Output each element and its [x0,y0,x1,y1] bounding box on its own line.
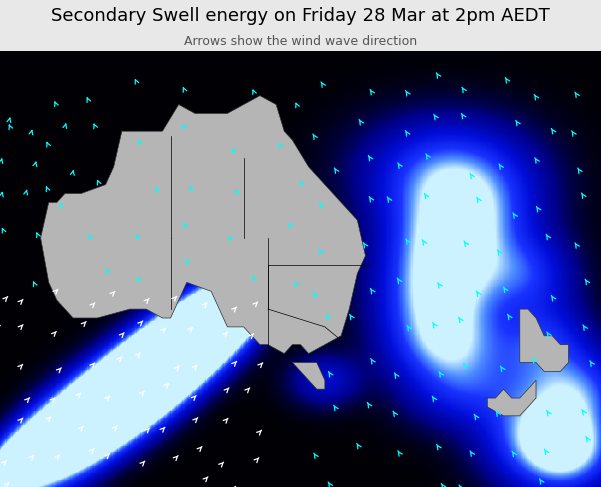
Polygon shape [292,362,325,389]
Polygon shape [487,380,536,416]
Text: Secondary Swell energy on Friday 28 Mar at 2pm AEDT: Secondary Swell energy on Friday 28 Mar … [51,7,550,25]
Polygon shape [41,95,365,354]
Polygon shape [520,309,569,372]
Text: Arrows show the wind wave direction: Arrows show the wind wave direction [184,36,417,48]
